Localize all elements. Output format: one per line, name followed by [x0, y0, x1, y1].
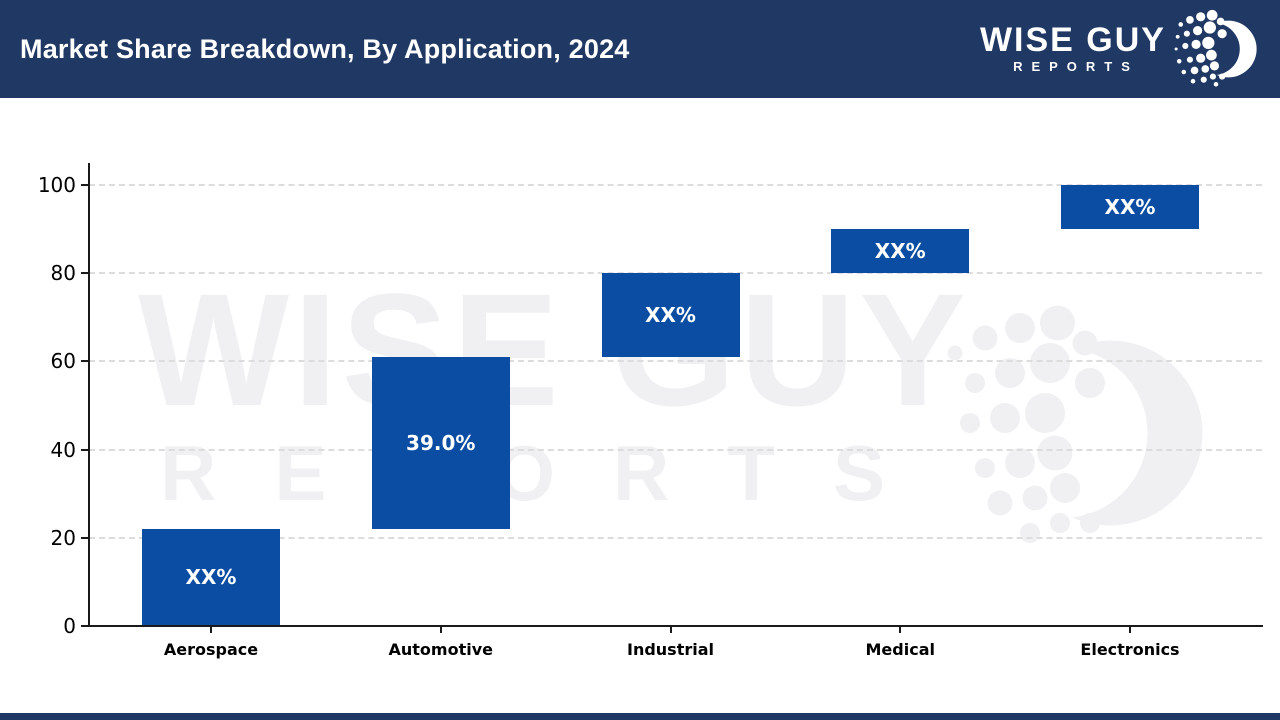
y-tick-mark: [81, 184, 88, 187]
bar-automotive: 39.0%: [371, 357, 510, 529]
y-tick-mark: [81, 448, 88, 451]
x-tick-label-industrial: Industrial: [626, 640, 714, 659]
bar-medical: XX%: [831, 229, 970, 274]
bar-industrial: XX%: [601, 273, 740, 357]
x-tick-mark: [439, 627, 442, 633]
y-tick-label: 80: [50, 261, 76, 286]
x-tick-mark: [1129, 627, 1131, 633]
bar-value-label: XX%: [1104, 195, 1156, 220]
y-tick-label: 60: [50, 349, 76, 374]
x-tick-mark: [899, 627, 902, 633]
bar-value-label: 39.0%: [406, 431, 476, 455]
y-tick-label: 40: [50, 437, 76, 462]
y-tick-mark: [81, 272, 88, 275]
y-tick-label: 0: [63, 614, 76, 638]
y-tick-mark: [81, 536, 88, 539]
x-tick-mark: [669, 627, 672, 633]
y-tick-mark: [81, 625, 88, 627]
x-tick-label-medical: Medical: [865, 640, 935, 659]
header-bar: Market Share Breakdown, By Application, …: [0, 0, 1280, 98]
brand-logo: WISE GUY REPORTS: [980, 7, 1280, 91]
x-tick-label-automotive: Automotive: [388, 640, 494, 659]
bar-value-label: XX%: [185, 565, 237, 590]
brand-subtitle: REPORTS: [1013, 59, 1139, 74]
bar-value-label: XX%: [645, 303, 696, 328]
bar-aerospace: XX%: [142, 528, 280, 626]
y-axis-line: [88, 163, 90, 627]
brand-name: WISE GUY: [979, 21, 1166, 59]
page-title: Market Share Breakdown, By Application, …: [20, 33, 630, 64]
chart-plot-area: XX% 39.0% XX% XX% XX%: [89, 163, 1262, 626]
x-tick-label-electronics: Electronics: [1080, 640, 1180, 659]
wise-guy-face-icon: [1174, 9, 1257, 87]
x-tick-mark: [210, 627, 212, 633]
gridline-y60: [89, 360, 1262, 363]
bar-value-label: XX%: [874, 239, 926, 264]
footer-bar: [0, 713, 1280, 720]
gridline-y40: [89, 448, 1262, 451]
x-axis-line: [88, 625, 1263, 627]
y-tick-label: 100: [37, 173, 76, 198]
gridline-y100: [89, 184, 1262, 187]
gridline-y20: [89, 536, 1262, 539]
x-tick-label-aerospace: Aerospace: [163, 640, 259, 659]
bar-electronics: XX%: [1061, 185, 1199, 230]
y-tick-mark: [81, 360, 88, 363]
y-tick-label: 20: [50, 525, 76, 550]
